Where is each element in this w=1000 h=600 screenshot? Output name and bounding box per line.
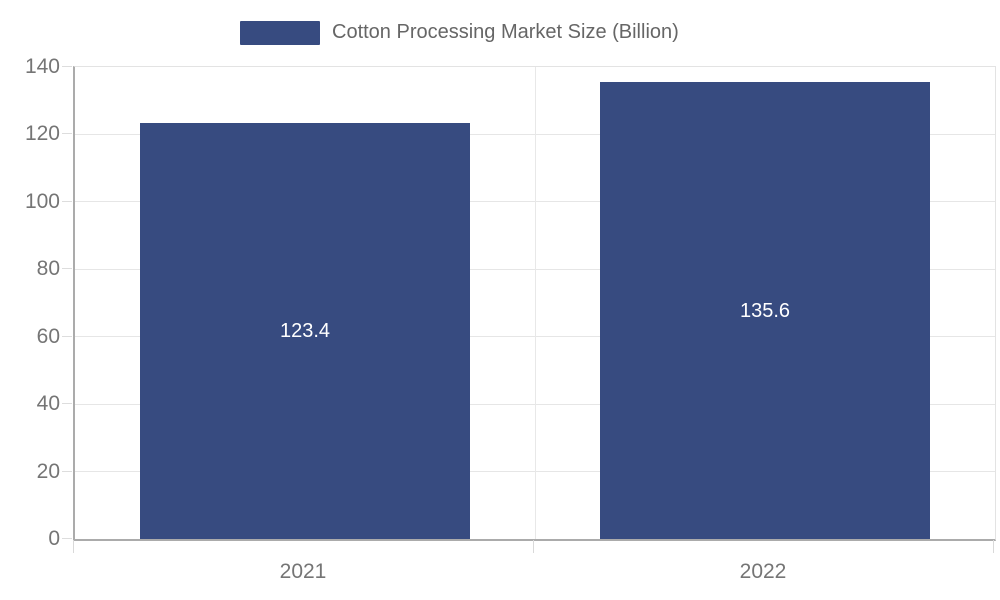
y-axis-tick-label: 20 bbox=[36, 459, 60, 483]
x-axis-tick-label: 2021 bbox=[279, 560, 327, 583]
y-axis-tick bbox=[62, 538, 72, 539]
y-axis-tick-label: 60 bbox=[36, 324, 60, 348]
y-axis-tick bbox=[62, 268, 72, 270]
y-axis-tick bbox=[62, 200, 72, 202]
y-axis-tick-label: 80 bbox=[36, 257, 60, 281]
bar-2022[interactable] bbox=[600, 82, 930, 539]
legend-item[interactable]: Cotton Processing Market Size (Billion) bbox=[240, 20, 679, 45]
x-axis-tick bbox=[73, 540, 74, 553]
x-axis-tick-label: 2022 bbox=[739, 560, 787, 583]
x-axis-tick bbox=[993, 540, 994, 553]
bar-value-label: 123.4 bbox=[279, 320, 331, 342]
y-axis-tick-label: 140 bbox=[24, 55, 60, 78]
y-axis-tick bbox=[62, 133, 72, 135]
y-axis-tick bbox=[62, 66, 72, 67]
bar-2021[interactable] bbox=[140, 123, 470, 539]
y-axis-tick bbox=[62, 470, 72, 472]
y-axis-tick-label: 40 bbox=[36, 392, 60, 416]
y-axis-tick-label: 100 bbox=[24, 189, 60, 213]
plot-area: 123.4 135.6 bbox=[73, 66, 996, 541]
legend-swatch-icon bbox=[240, 20, 320, 45]
bar-value-label: 135.6 bbox=[739, 299, 791, 322]
y-axis-tick-label: 120 bbox=[24, 122, 60, 146]
y-axis-tick-label: 0 bbox=[48, 527, 60, 550]
x-axis-tick bbox=[533, 540, 534, 553]
y-axis-tick bbox=[62, 335, 72, 337]
category-separator-line bbox=[534, 67, 536, 539]
legend-label: Cotton Processing Market Size (Billion) bbox=[332, 21, 679, 43]
y-axis-tick bbox=[62, 403, 72, 405]
